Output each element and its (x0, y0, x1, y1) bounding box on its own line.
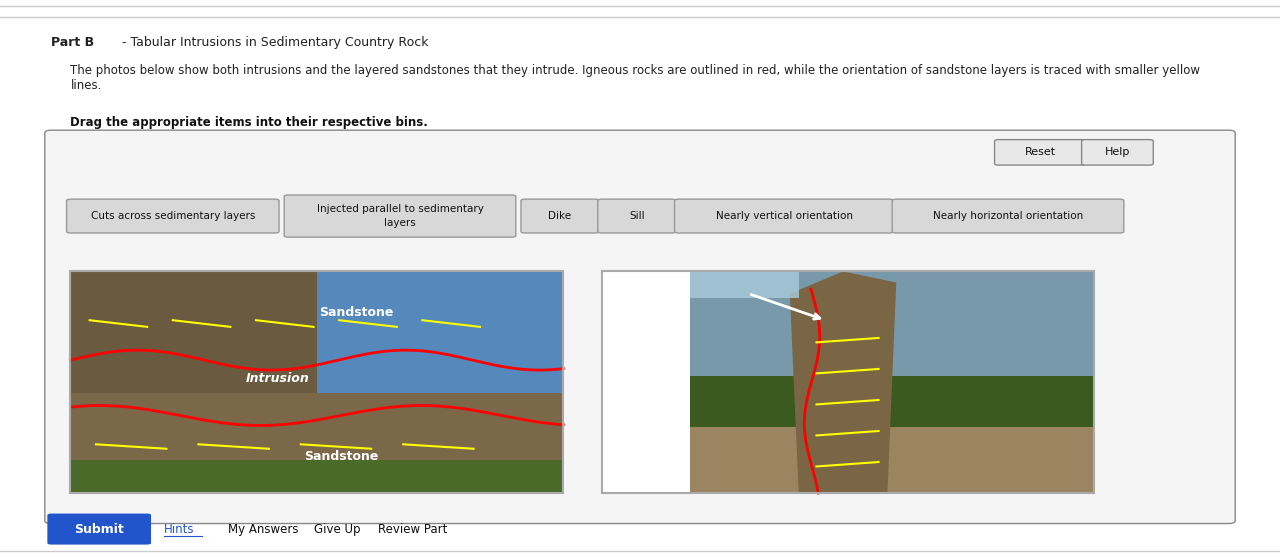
FancyBboxPatch shape (521, 199, 599, 233)
Text: Cuts across sedimentary layers: Cuts across sedimentary layers (91, 211, 255, 221)
Text: Hints: Hints (164, 522, 195, 536)
FancyBboxPatch shape (675, 199, 893, 233)
FancyBboxPatch shape (45, 130, 1235, 524)
Text: Reset: Reset (1024, 147, 1056, 157)
Text: The photos below show both intrusions and the layered sandstones that they intru: The photos below show both intrusions an… (70, 64, 1201, 92)
Bar (70, 460, 563, 493)
Bar (690, 376, 1094, 438)
FancyBboxPatch shape (892, 199, 1124, 233)
Bar (70, 393, 563, 460)
Text: Sill: Sill (628, 211, 645, 221)
Text: Part B: Part B (51, 36, 95, 49)
Bar (690, 271, 799, 298)
FancyBboxPatch shape (284, 195, 516, 237)
Bar (690, 427, 1094, 493)
Bar (70, 271, 563, 393)
FancyBboxPatch shape (47, 514, 151, 545)
Text: Drag the appropriate items into their respective bins.: Drag the appropriate items into their re… (70, 116, 429, 129)
FancyBboxPatch shape (1082, 140, 1153, 165)
Text: Sandstone: Sandstone (319, 306, 393, 319)
Text: My Answers: My Answers (228, 522, 298, 536)
FancyBboxPatch shape (995, 140, 1085, 165)
Text: Sandstone: Sandstone (305, 450, 379, 463)
FancyBboxPatch shape (598, 199, 676, 233)
Text: Dike: Dike (548, 211, 572, 221)
Text: Nearly vertical orientation: Nearly vertical orientation (716, 211, 852, 221)
FancyBboxPatch shape (67, 199, 279, 233)
Text: Injected parallel to sedimentary
layers: Injected parallel to sedimentary layers (316, 204, 484, 228)
Bar (602, 271, 690, 493)
Text: Intrusion: Intrusion (246, 372, 310, 385)
Text: Help: Help (1105, 147, 1130, 157)
Text: Review Part: Review Part (378, 522, 447, 536)
Polygon shape (70, 271, 317, 393)
Bar (690, 271, 1094, 382)
Text: Give Up: Give Up (314, 522, 360, 536)
Polygon shape (790, 271, 896, 493)
Text: Nearly horizontal orientation: Nearly horizontal orientation (933, 211, 1083, 221)
Text: - Tabular Intrusions in Sedimentary Country Rock: - Tabular Intrusions in Sedimentary Coun… (118, 36, 429, 49)
Text: Submit: Submit (74, 522, 124, 536)
